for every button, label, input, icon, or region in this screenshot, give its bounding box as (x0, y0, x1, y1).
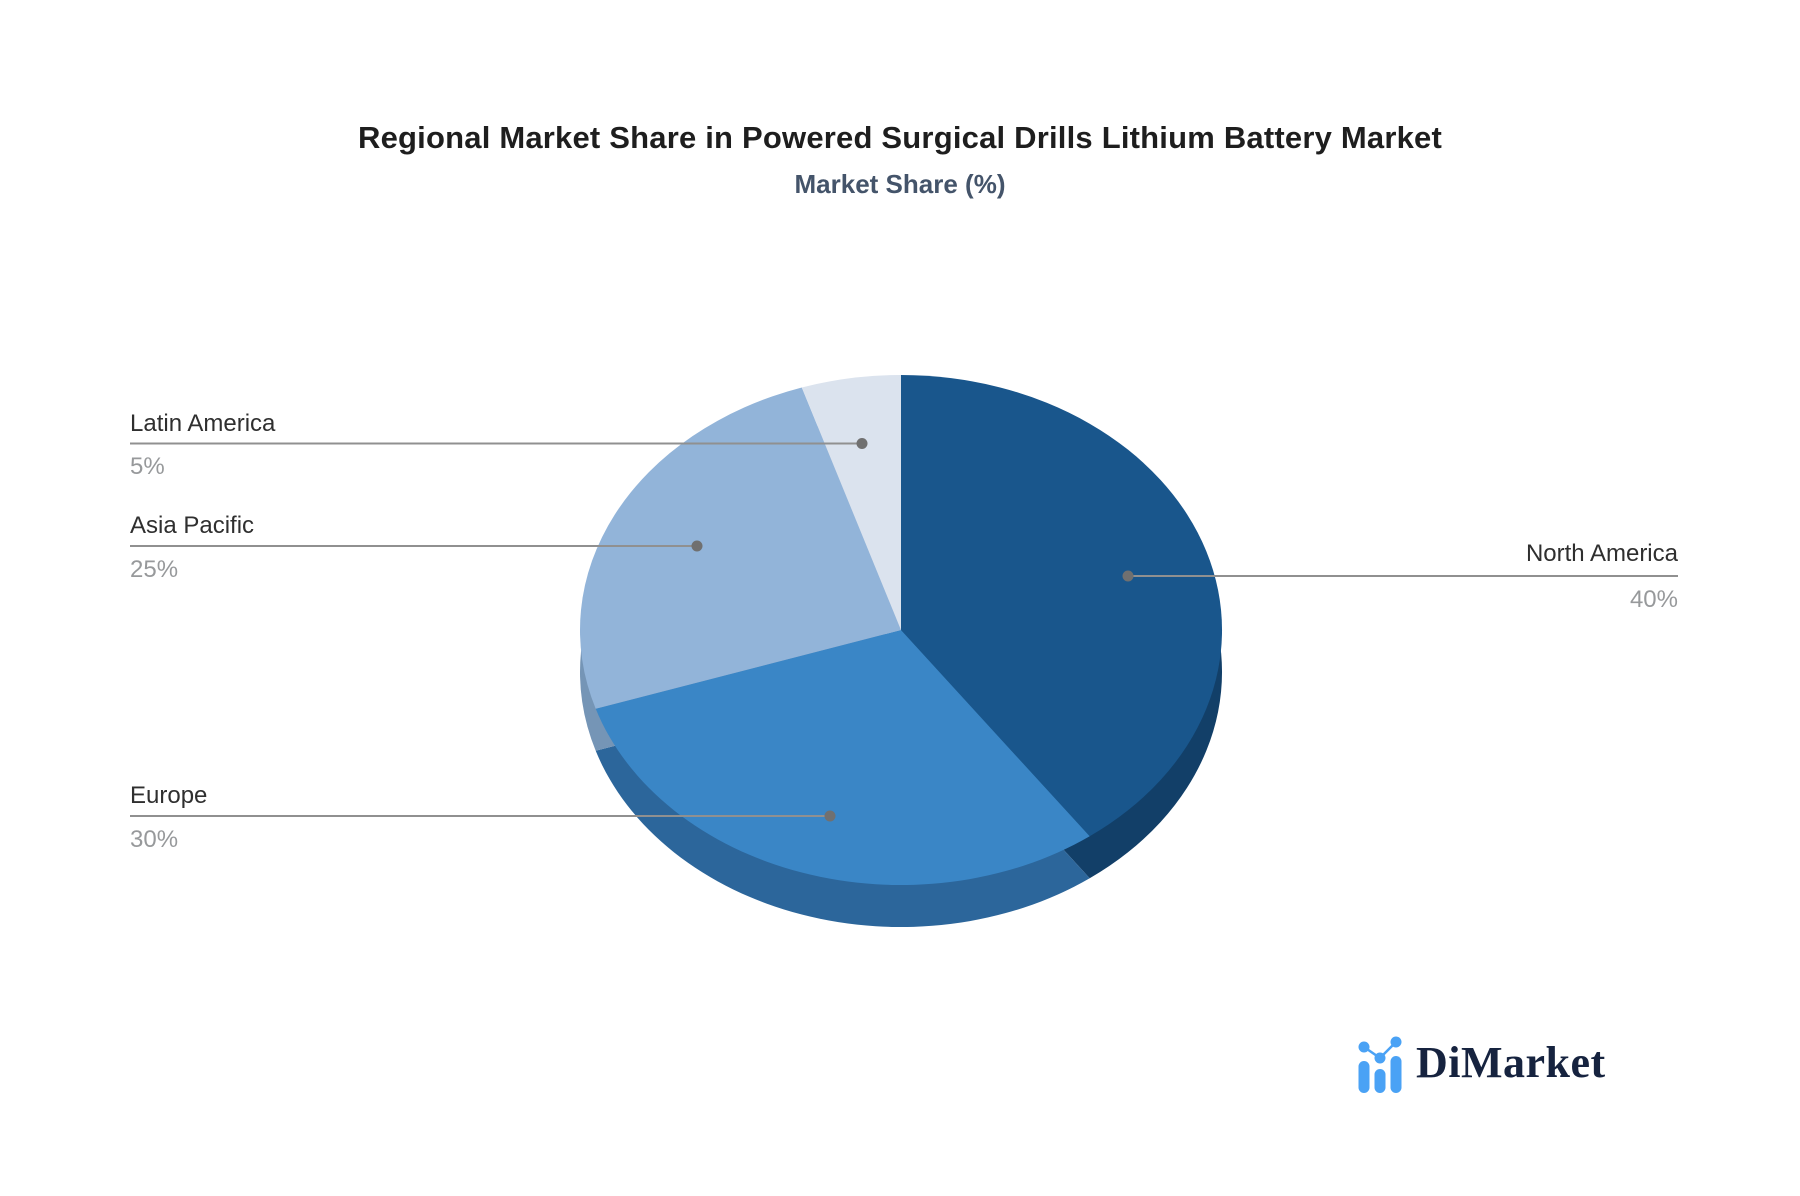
pie-slice-north-america (901, 375, 1223, 837)
pie-slices (579, 375, 1223, 928)
logo-dot-2 (1374, 1052, 1386, 1064)
leader-dot-latin-america (856, 438, 868, 449)
leader-dot-europe (824, 810, 836, 822)
leader-dot-north-america (1122, 570, 1134, 582)
value-europe: 30% (130, 826, 179, 853)
dimarket-logo-icon (1358, 1036, 1402, 1093)
label-europe: Europe (130, 782, 208, 809)
chart-subtitle: Market Share (%) (794, 169, 1006, 199)
value-latin-america: 5% (130, 453, 165, 480)
leader-dot-asia-pacific (691, 540, 703, 552)
logo-dot-3 (1390, 1036, 1402, 1048)
pie-slice-latin-america (801, 375, 901, 630)
pie-slice-asia-pacific (579, 387, 901, 709)
logo-bar-1 (1358, 1061, 1370, 1093)
logo-dot-1 (1358, 1041, 1370, 1053)
chart-title: Regional Market Share in Powered Surgica… (358, 120, 1442, 155)
dimarket-logo-text: DiMarket (1416, 1037, 1606, 1087)
label-north-america: North America (1525, 540, 1678, 567)
dimarket-logo: DiMarket (1358, 1030, 1606, 1094)
label-asia-pacific: Asia Pacific (130, 512, 255, 539)
pie-slice-europe (595, 630, 1090, 886)
value-north-america: 40% (1629, 586, 1678, 613)
logo-bar-2 (1374, 1069, 1386, 1093)
label-latin-america: Latin America (130, 410, 276, 437)
logo-bar-3 (1390, 1056, 1402, 1093)
leader-lines (130, 438, 1678, 822)
value-asia-pacific: 25% (130, 556, 179, 583)
